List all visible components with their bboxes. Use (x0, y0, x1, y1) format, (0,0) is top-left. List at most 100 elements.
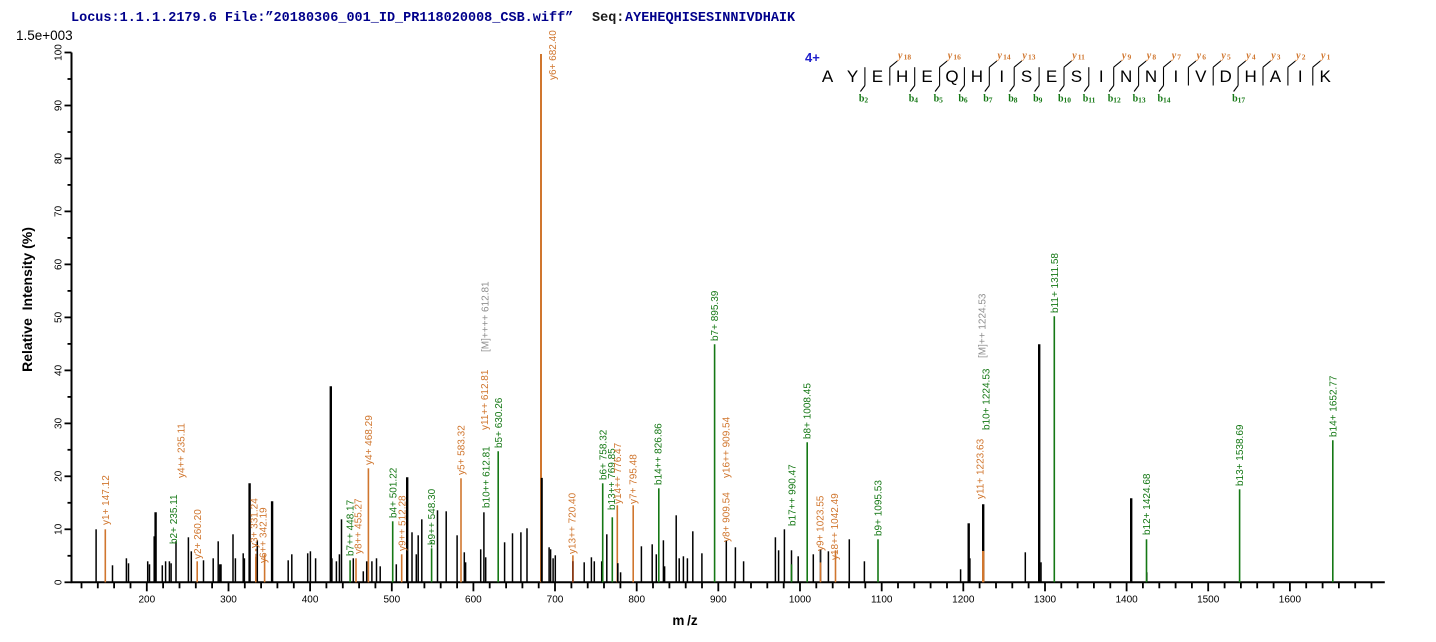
svg-text:90: 90 (54, 100, 65, 112)
svg-text:S: S (1021, 67, 1032, 86)
svg-text:y: y (1146, 51, 1152, 62)
svg-text:y: y (997, 51, 1003, 62)
svg-text:y11++ 612.81: y11++ 612.81 (480, 369, 491, 430)
svg-text:13: 13 (1138, 96, 1146, 105)
svg-text:50: 50 (54, 311, 65, 323)
svg-text:40: 40 (54, 364, 65, 376)
svg-text:14: 14 (1003, 53, 1011, 62)
svg-text:y2+ 260.20: y2+ 260.20 (193, 509, 204, 559)
svg-text:9: 9 (1039, 96, 1043, 105)
svg-text:0: 0 (54, 579, 65, 585)
svg-text:y8++ 455.27: y8++ 455.27 (353, 498, 364, 554)
svg-text:y14++ 776.47: y14++ 776.47 (613, 442, 624, 504)
svg-text:I: I (1099, 67, 1104, 86)
svg-text:V: V (1195, 67, 1207, 86)
svg-text:N: N (1120, 67, 1132, 86)
svg-text:20: 20 (54, 470, 65, 482)
svg-text:y13++ 720.40: y13++ 720.40 (567, 492, 578, 554)
svg-text:10: 10 (1064, 96, 1072, 105)
svg-text:y3+ 331.24: y3+ 331.24 (250, 498, 261, 548)
svg-text:b9++ 548.30: b9++ 548.30 (427, 488, 438, 545)
svg-text:b: b (909, 94, 915, 105)
svg-text:I: I (1174, 67, 1179, 86)
svg-text:1200: 1200 (952, 595, 975, 606)
svg-text:b: b (1158, 94, 1164, 105)
svg-text:y: y (897, 51, 903, 62)
svg-text:1300: 1300 (1034, 595, 1057, 606)
svg-text:b12+ 1424.68: b12+ 1424.68 (1142, 473, 1153, 535)
svg-text:6: 6 (964, 96, 968, 105)
svg-text:A: A (822, 67, 834, 86)
svg-text:y: y (1121, 51, 1127, 62)
svg-text:b13++ 769.85: b13++ 769.85 (607, 448, 618, 510)
svg-text:1500: 1500 (1197, 595, 1220, 606)
svg-text:Locus:1.1.1.2179.6 File:”20180: Locus:1.1.1.2179.6 File:”20180306_001_ID… (71, 11, 573, 26)
svg-text:b7+ 895.39: b7+ 895.39 (710, 290, 721, 341)
svg-text:b10++ 612.81: b10++ 612.81 (481, 446, 492, 508)
svg-text:80: 80 (54, 153, 65, 165)
svg-text:E: E (921, 67, 932, 86)
svg-text:8: 8 (1152, 53, 1156, 62)
svg-text:y4++ 235.11: y4++ 235.11 (176, 423, 187, 478)
svg-text:b: b (1108, 94, 1114, 105)
svg-text:70: 70 (54, 205, 65, 217)
svg-text:y16++ 909.54: y16++ 909.54 (722, 416, 733, 478)
svg-text:30: 30 (54, 417, 65, 429)
svg-text:y6++ 342.19: y6++ 342.19 (258, 507, 269, 563)
svg-text:5: 5 (939, 96, 943, 105)
svg-text:100: 100 (54, 44, 65, 61)
svg-text:11: 11 (1078, 53, 1085, 62)
svg-text:y: y (1295, 51, 1301, 62)
svg-text:AYEHEQHISESINNIVDHAIK: AYEHEQHISESINNIVDHAIK (625, 11, 796, 26)
svg-text:200: 200 (138, 595, 155, 606)
svg-text:[M]++++ 612.81: [M]++++ 612.81 (481, 281, 492, 352)
svg-text:4: 4 (914, 96, 918, 105)
svg-text:b14++ 826.86: b14++ 826.86 (654, 423, 665, 485)
svg-text:y6+ 682.40: y6+ 682.40 (548, 30, 559, 80)
svg-text:E: E (1046, 67, 1057, 86)
svg-text:y: y (1171, 51, 1177, 62)
svg-text:b11+ 1311.58: b11+ 1311.58 (1050, 253, 1061, 313)
svg-text:7: 7 (1177, 53, 1181, 62)
svg-text:[M]++ 1224.53: [M]++ 1224.53 (978, 293, 989, 358)
svg-text:y: y (1245, 51, 1251, 62)
svg-text:b2+ 235.11: b2+ 235.11 (169, 494, 180, 544)
svg-text:b: b (1083, 94, 1089, 105)
svg-text:b9+ 1095.53: b9+ 1095.53 (874, 480, 885, 536)
svg-text:Q: Q (945, 67, 958, 86)
svg-text:y: y (1320, 51, 1326, 62)
svg-text:y: y (1220, 51, 1226, 62)
svg-text:1600: 1600 (1279, 595, 1302, 606)
svg-text:9: 9 (1128, 53, 1132, 62)
svg-text:1: 1 (1327, 53, 1331, 62)
svg-text:Seq:: Seq: (592, 11, 624, 26)
svg-text:1100: 1100 (871, 595, 893, 606)
svg-text:b: b (958, 94, 964, 105)
svg-text:800: 800 (628, 595, 645, 606)
svg-text:y9+ 1023.55: y9+ 1023.55 (815, 495, 826, 551)
svg-text:13: 13 (1028, 53, 1036, 62)
svg-text:b7++ 448.17: b7++ 448.17 (345, 499, 356, 556)
svg-text:4+: 4+ (805, 50, 820, 65)
svg-text:2: 2 (1302, 53, 1306, 62)
svg-text:16: 16 (953, 53, 961, 62)
svg-text:y1+ 147.12: y1+ 147.12 (101, 475, 112, 525)
svg-text:H: H (896, 67, 908, 86)
svg-text:y5+ 583.32: y5+ 583.32 (457, 425, 468, 475)
svg-text:300: 300 (220, 595, 237, 606)
svg-text:4: 4 (1252, 53, 1256, 62)
svg-text:b5+ 630.26: b5+ 630.26 (494, 397, 505, 448)
svg-text:1400: 1400 (1115, 595, 1138, 606)
svg-text:b: b (1232, 94, 1238, 105)
svg-text:I: I (999, 67, 1004, 86)
svg-text:m /z: m /z (672, 613, 697, 628)
svg-text:5: 5 (1227, 53, 1231, 62)
svg-text:b13+ 1538.69: b13+ 1538.69 (1235, 424, 1246, 486)
svg-text:60: 60 (54, 258, 65, 270)
svg-text:b: b (1033, 94, 1039, 105)
svg-text:K: K (1320, 67, 1332, 86)
svg-text:b: b (1008, 94, 1014, 105)
svg-text:E: E (872, 67, 883, 86)
svg-text:600: 600 (465, 595, 482, 606)
svg-text:y: y (1071, 51, 1077, 62)
